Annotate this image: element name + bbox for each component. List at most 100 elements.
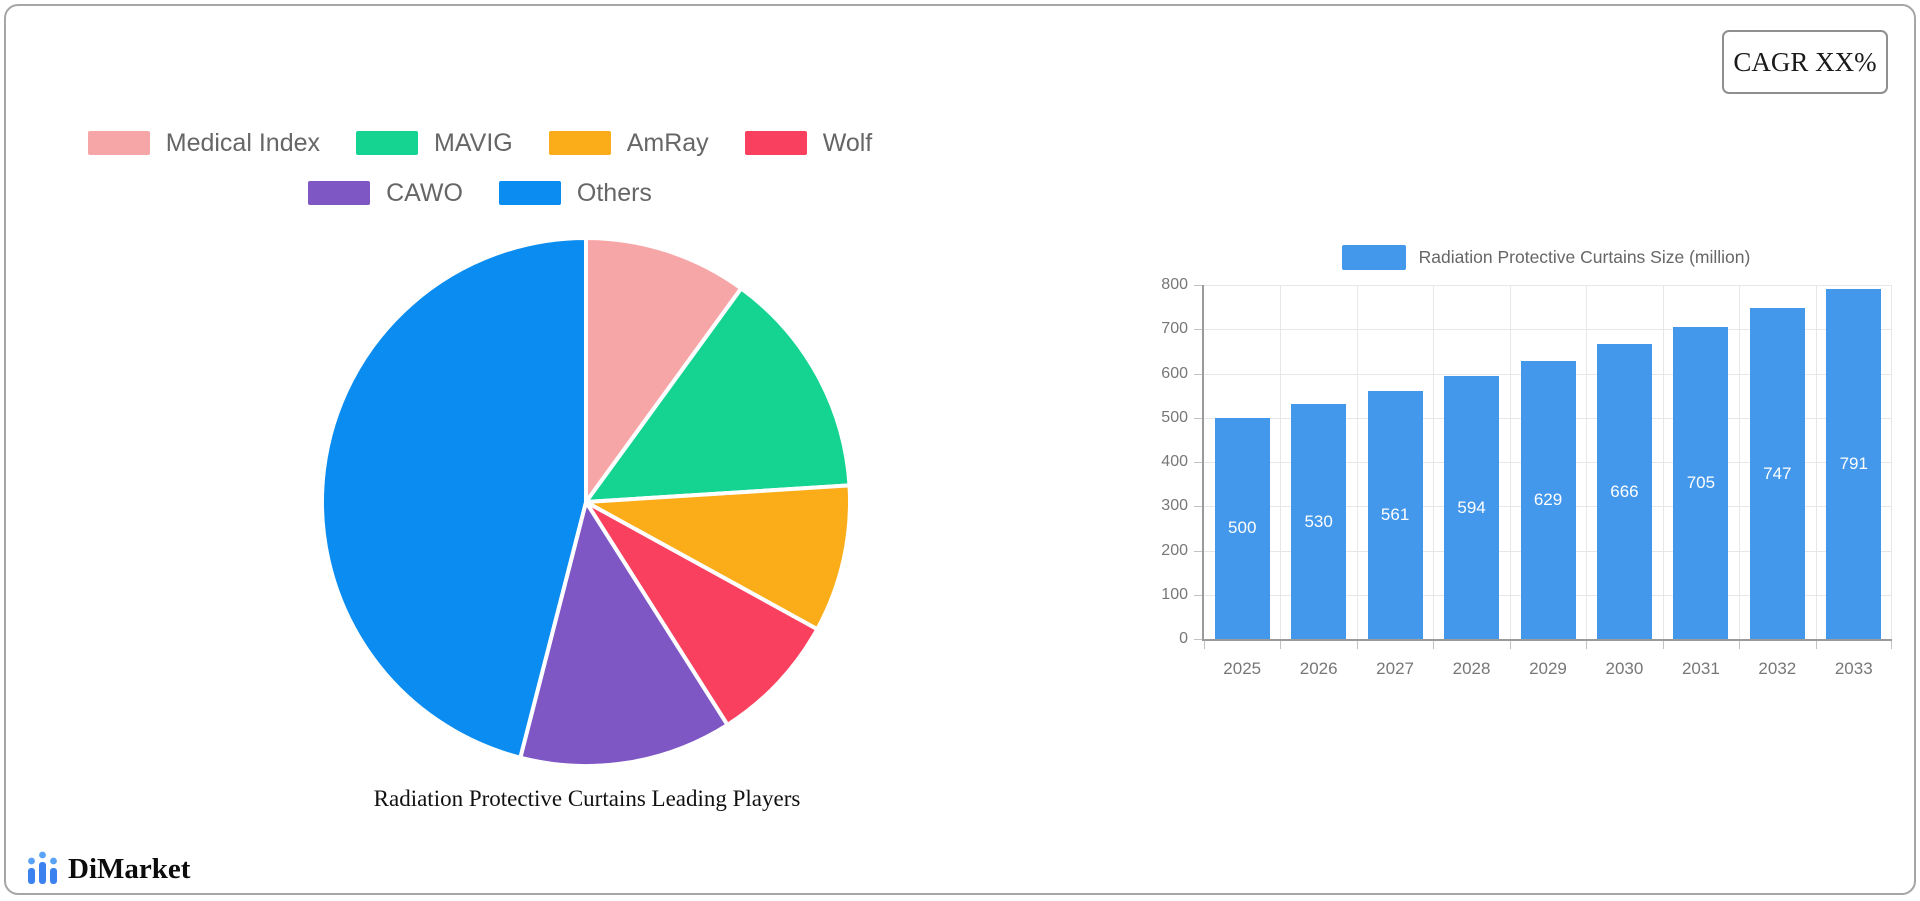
bar-2027[interactable]: 561 bbox=[1367, 390, 1423, 639]
bar-2033[interactable]: 791 bbox=[1826, 288, 1882, 639]
legend-item-wolf[interactable]: Wolf bbox=[744, 128, 873, 158]
x-tick-label: 2026 bbox=[1299, 659, 1338, 678]
legend-item-others[interactable]: Others bbox=[498, 178, 652, 208]
y-gridline bbox=[1204, 285, 1892, 286]
pie-slice-medical-index[interactable] bbox=[584, 236, 744, 504]
y-tick-label: 100 bbox=[1161, 585, 1188, 603]
legend-label: Others bbox=[576, 178, 652, 207]
pie-title: Radiation Protective Curtains Leading Pl… bbox=[373, 786, 801, 811]
x-gridline bbox=[1509, 285, 1511, 639]
legend-item-mavig[interactable]: MAVIG bbox=[356, 129, 513, 158]
bar-chart-icon bbox=[28, 851, 57, 884]
y-tick-label: 300 bbox=[1161, 497, 1188, 515]
y-tickmark bbox=[1194, 417, 1202, 419]
x-tickmark bbox=[1739, 641, 1741, 649]
x-tick-label: 2030 bbox=[1605, 659, 1644, 678]
y-tickmark bbox=[1194, 373, 1202, 375]
x-gridline bbox=[1739, 285, 1741, 639]
legend-item-cawo[interactable]: CAWO bbox=[308, 179, 463, 208]
x-tickmark bbox=[1204, 641, 1205, 649]
y-tick-label: 800 bbox=[1161, 276, 1188, 293]
legend-swatch bbox=[548, 131, 611, 155]
x-tick-label: 2031 bbox=[1681, 659, 1720, 678]
pie-legend-row: Medical Index MAVIG AmRay Wolf bbox=[20, 118, 940, 168]
y-tick-label: 500 bbox=[1161, 408, 1188, 426]
y-tickmark bbox=[1194, 506, 1202, 508]
x-gridline bbox=[1891, 285, 1892, 639]
bar-2030[interactable]: 666 bbox=[1596, 344, 1652, 639]
y-tickmark bbox=[1194, 550, 1202, 552]
legend-swatch bbox=[744, 131, 807, 155]
bar-2029[interactable]: 629 bbox=[1520, 360, 1576, 639]
x-tickmark bbox=[1356, 641, 1358, 649]
y-tick-label: 0 bbox=[1179, 630, 1188, 647]
y-tickmark bbox=[1194, 329, 1202, 331]
legend-swatch bbox=[356, 131, 418, 155]
y-tickmark bbox=[1194, 639, 1202, 640]
bar-2026[interactable]: 530 bbox=[1291, 404, 1347, 639]
bar-value-label: 530 bbox=[1304, 511, 1333, 531]
x-tickmark bbox=[1280, 641, 1282, 649]
x-gridline bbox=[1356, 285, 1358, 639]
pie-slice-others[interactable] bbox=[319, 236, 588, 760]
pie-legend-row: CAWO Others bbox=[20, 168, 940, 218]
y-tick-label: 400 bbox=[1161, 453, 1188, 470]
bar-legend[interactable]: Radiation Protective Curtains Size (mill… bbox=[1202, 242, 1890, 272]
legend-item-medical-index[interactable]: Medical Index bbox=[87, 128, 320, 158]
x-gridline bbox=[1586, 285, 1588, 639]
legend-swatch bbox=[308, 181, 371, 205]
bar-2028[interactable]: 594 bbox=[1444, 376, 1500, 639]
legend-item-amray[interactable]: AmRay bbox=[548, 128, 709, 158]
pie-slice-amray[interactable] bbox=[584, 483, 852, 632]
x-gridline bbox=[1433, 285, 1435, 639]
bar-value-label: 500 bbox=[1228, 518, 1257, 538]
x-tick-label: 2027 bbox=[1376, 659, 1414, 678]
legend-label: Wolf bbox=[822, 128, 873, 157]
y-tick-label: 700 bbox=[1161, 320, 1188, 338]
bar-value-label: 747 bbox=[1763, 463, 1792, 483]
x-tickmark bbox=[1891, 641, 1892, 649]
bar-2031[interactable]: 705 bbox=[1673, 327, 1729, 639]
bar-legend-label: Radiation Protective Curtains Size (mill… bbox=[1418, 246, 1751, 267]
pie-chart bbox=[316, 232, 856, 772]
bar-value-label: 705 bbox=[1686, 473, 1716, 493]
bar-2025[interactable]: 500 bbox=[1214, 417, 1270, 639]
x-tickmark bbox=[1662, 641, 1664, 649]
legend-label: AmRay bbox=[626, 128, 709, 157]
legend-label: MAVIG bbox=[434, 128, 513, 157]
y-tick-label: 600 bbox=[1161, 364, 1188, 382]
bar-plot: 0 100 200 300 400 500 600 700 800 500 2025 530 2026 5… bbox=[1161, 276, 1892, 678]
legend-swatch bbox=[87, 131, 150, 155]
legend-label: Medical Index bbox=[165, 128, 320, 157]
x-tickmark bbox=[1433, 641, 1435, 649]
bar-value-label: 594 bbox=[1457, 497, 1486, 517]
pie-legend: Medical Index MAVIG AmRay Wolf CAWO Others bbox=[20, 118, 940, 218]
x-tick-label: 2029 bbox=[1529, 659, 1567, 678]
x-tick-label: 2025 bbox=[1223, 659, 1262, 678]
bar-value-label: 629 bbox=[1533, 489, 1563, 509]
bar-value-label: 561 bbox=[1380, 504, 1410, 524]
x-tickmark bbox=[1586, 641, 1588, 649]
x-tick-label: 2032 bbox=[1758, 659, 1797, 678]
cagr-box: CAGR XX% bbox=[1722, 30, 1888, 94]
pie-svg bbox=[319, 236, 852, 769]
bar-value-label: 791 bbox=[1839, 453, 1868, 473]
cagr-label: CAGR XX% bbox=[1733, 46, 1877, 77]
y-tick-label: 200 bbox=[1161, 541, 1188, 559]
legend-label: CAWO bbox=[386, 178, 463, 207]
x-tick-label: 2028 bbox=[1452, 659, 1491, 678]
pie-slice-mavig[interactable] bbox=[584, 286, 852, 504]
x-gridline bbox=[1815, 285, 1817, 639]
x-gridline bbox=[1662, 285, 1664, 639]
bar-legend-swatch bbox=[1341, 244, 1406, 270]
pie-slice-wolf[interactable] bbox=[584, 500, 820, 727]
logo-text: DiMarket bbox=[68, 852, 191, 885]
x-gridline bbox=[1280, 285, 1282, 639]
pie-slice-cawo[interactable] bbox=[518, 500, 730, 769]
dimarket-logo[interactable]: DiMarket bbox=[26, 850, 190, 888]
x-tick-label: 2033 bbox=[1834, 659, 1873, 678]
bar-2032[interactable]: 747 bbox=[1749, 308, 1805, 639]
y-tickmark bbox=[1194, 462, 1202, 463]
y-gridline bbox=[1204, 329, 1892, 331]
